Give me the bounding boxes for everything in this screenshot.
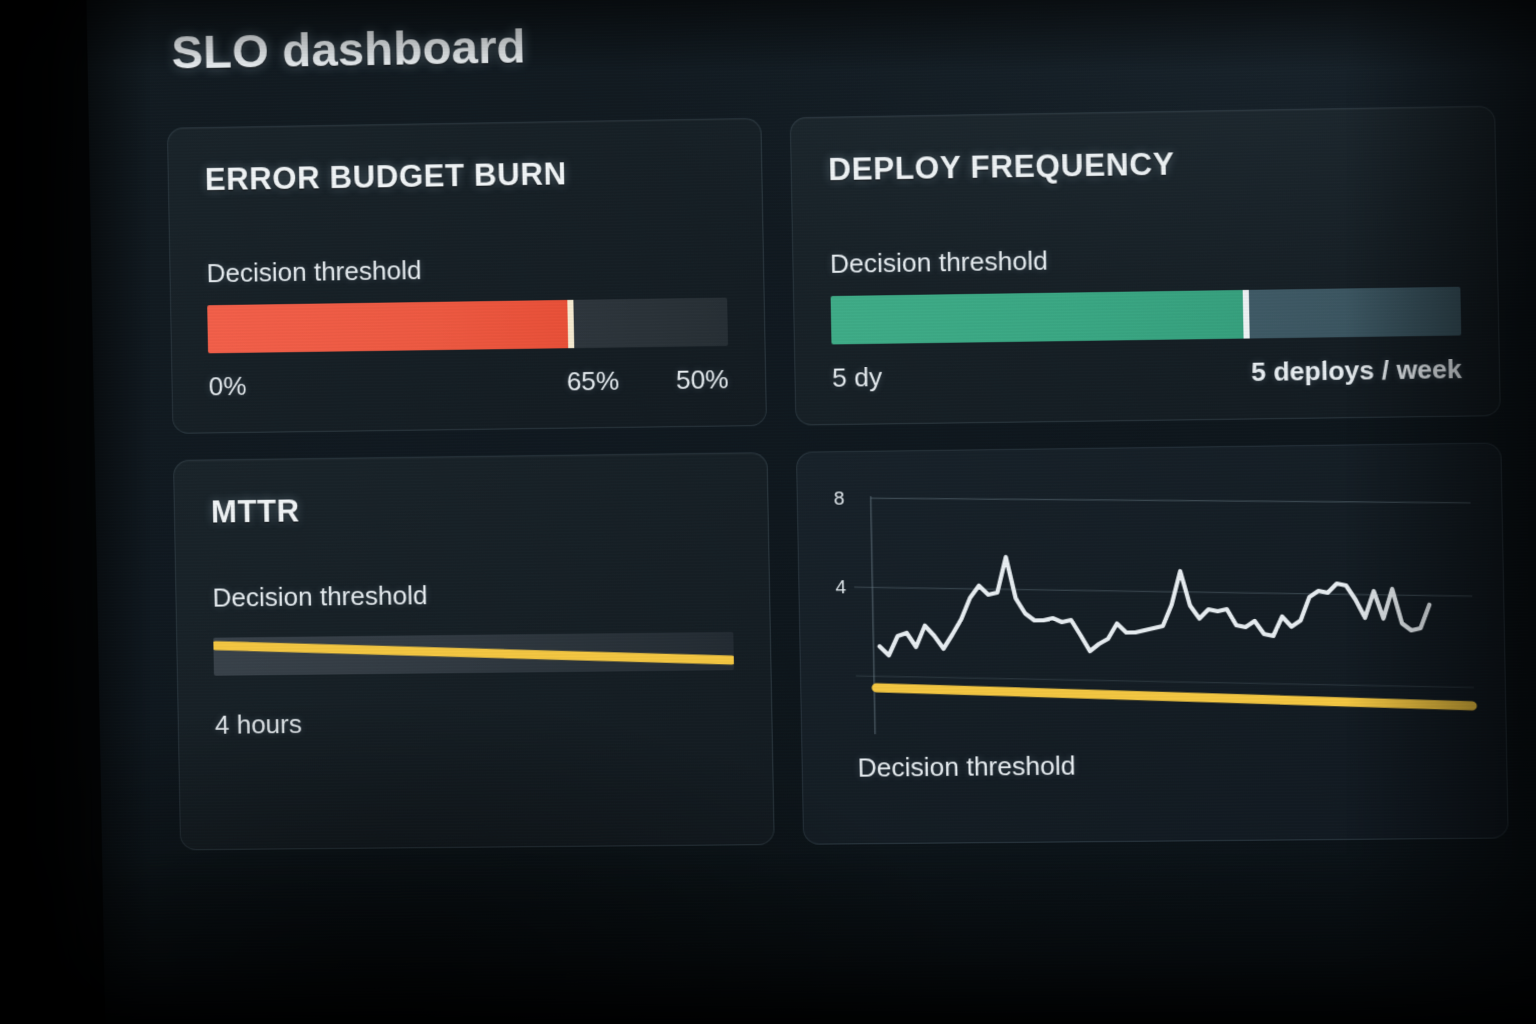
gridline-4 [854,580,1472,603]
card-title-deploy-frequency: DEPLOY FREQUENCY [827,146,1175,188]
error-budget-footer: 0% 65% 50% [208,364,729,402]
meter-marker-deploy [1242,289,1250,339]
card-mttr[interactable]: MTTR Decision threshold 4 hours [172,452,775,851]
deploy-frequency-footer: 5 dy 5 deploys / week [832,354,1462,394]
chart-plot-area: 8 4 [822,474,1479,746]
meter-fill-deploy [830,289,1247,345]
deploy-frequency-meter[interactable] [830,286,1462,345]
y-tick-4: 4 [835,577,846,598]
error-budget-target-label: 50% [675,364,729,395]
card-title-error-budget-burn: ERROR BUDGET BURN [204,156,568,198]
mttr-meter[interactable] [213,624,734,684]
mttr-value-label: 4 hours [214,708,303,740]
meter-fill-error [207,299,572,354]
gridline-8 [871,491,1471,511]
meter-marker-error [567,299,575,349]
y-axis [871,496,875,734]
card-title-mttr: MTTR [210,493,301,530]
error-budget-value-label: 65% [566,365,620,397]
mttr-threshold-line [213,624,734,684]
threshold-label-deploy-frequency: Decision threshold [829,245,1048,279]
slo-dashboard: SLO dashboard ERROR BUDGET BURN Decision… [165,0,1536,851]
error-budget-meter[interactable] [207,297,729,354]
meter-track-error [570,297,729,349]
monitor-screen: SLO dashboard ERROR BUDGET BURN Decision… [86,0,1536,1024]
card-incident-trend-chart[interactable]: 8 4 Decision threshold [795,442,1509,845]
page-title: SLO dashboard [171,19,527,79]
card-deploy-frequency[interactable]: DEPLOY FREQUENCY Decision threshold 5 dy… [789,105,1501,426]
threshold-label-mttr: Decision threshold [212,580,428,613]
chart-threshold-caption: Decision threshold [857,750,1076,783]
card-grid: ERROR BUDGET BURN Decision threshold 0% … [166,105,1536,851]
trend-line-chart: 8 4 [834,488,1479,746]
error-budget-start-label: 0% [208,370,247,402]
card-error-budget-burn[interactable]: ERROR BUDGET BURN Decision threshold 0% … [166,117,768,434]
deploy-frequency-target-label: 5 deploys / week [1250,353,1463,388]
series-line-value [878,552,1430,655]
meter-track-deploy [1245,286,1462,339]
threshold-label-error-budget: Decision threshold [206,254,422,289]
deploy-frequency-start-label: 5 dy [831,361,883,393]
y-tick-8: 8 [834,488,845,509]
